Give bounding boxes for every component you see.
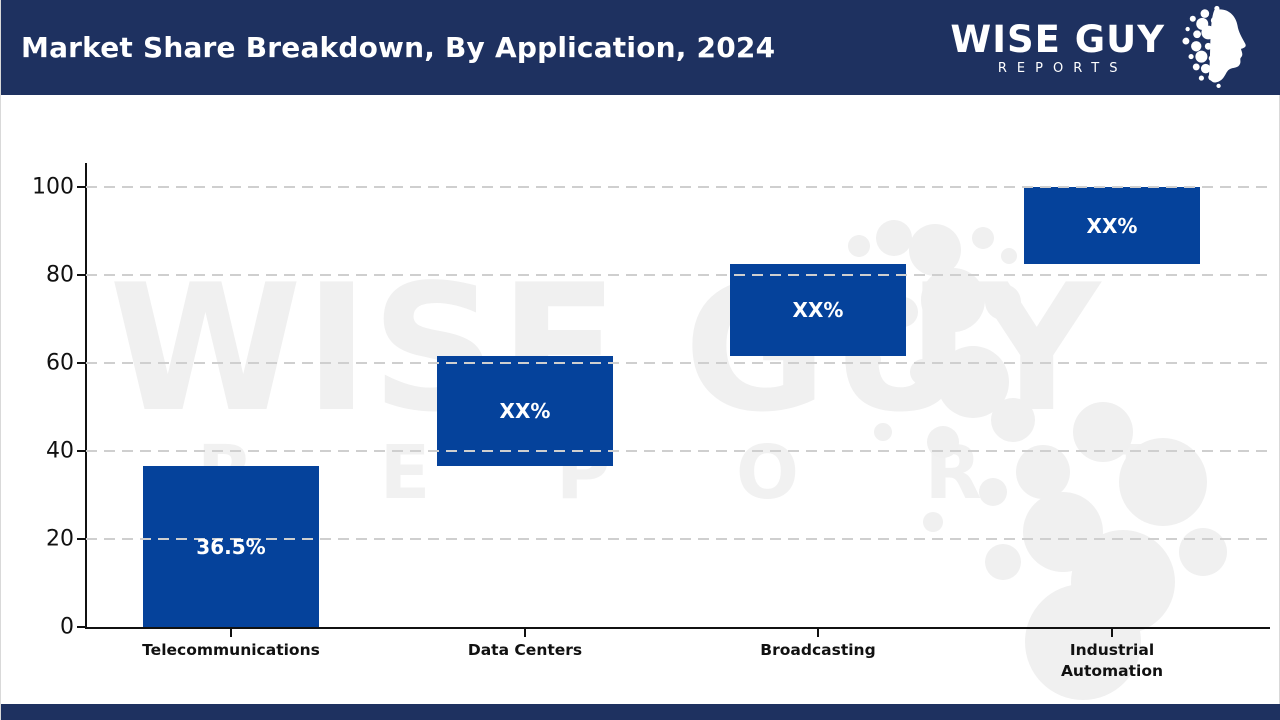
brand-logo-text: WISE GUY REPORTS <box>950 21 1165 75</box>
x-tick-mark <box>230 629 232 637</box>
y-tick-mark <box>77 274 85 276</box>
x-axis-line <box>85 627 1270 629</box>
brand-logo: WISE GUY REPORTS <box>950 4 1253 92</box>
gridline <box>86 362 1269 364</box>
bar-segment <box>730 264 906 357</box>
y-tick-label: 60 <box>46 350 74 376</box>
y-tick-mark <box>77 538 85 540</box>
bar-segment <box>1024 187 1200 264</box>
y-tick-mark <box>77 186 85 188</box>
gridline <box>86 274 1269 276</box>
gridline <box>86 450 1269 452</box>
bar-value-label: XX% <box>792 298 844 323</box>
page-title: Market Share Breakdown, By Application, … <box>21 31 776 64</box>
y-tick-mark <box>77 626 85 628</box>
y-tick-label: 0 <box>60 614 74 640</box>
x-category-label: Industrial Automation <box>1060 641 1164 680</box>
x-tick-mark <box>524 629 526 637</box>
y-tick-label: 40 <box>46 438 74 464</box>
x-category-label: Telecommunications <box>142 641 320 659</box>
bar-value-label: XX% <box>1086 213 1138 238</box>
bar-value-label: 36.5% <box>196 534 266 559</box>
header-bar: Market Share Breakdown, By Application, … <box>1 0 1280 95</box>
y-tick-mark <box>77 450 85 452</box>
bar-value-label: XX% <box>499 399 551 424</box>
gridline <box>86 186 1269 188</box>
y-tick-mark <box>77 362 85 364</box>
bar-segment <box>437 356 613 467</box>
logo-wiseguy-text: WISE GUY <box>950 17 1165 61</box>
y-tick-label: 100 <box>32 174 74 200</box>
footer-bar <box>1 704 1280 720</box>
x-category-label: Broadcasting <box>760 641 876 659</box>
gridline <box>86 538 1269 540</box>
bar-segment <box>143 466 319 627</box>
x-category-label: Data Centers <box>467 641 583 659</box>
x-tick-mark <box>817 629 819 637</box>
logo-face-icon <box>1182 5 1246 88</box>
logo-reports-text: REPORTS <box>997 60 1128 76</box>
y-tick-label: 80 <box>46 262 74 288</box>
y-axis-line <box>85 163 87 628</box>
x-tick-mark <box>1111 629 1113 637</box>
y-tick-label: 20 <box>46 526 74 552</box>
